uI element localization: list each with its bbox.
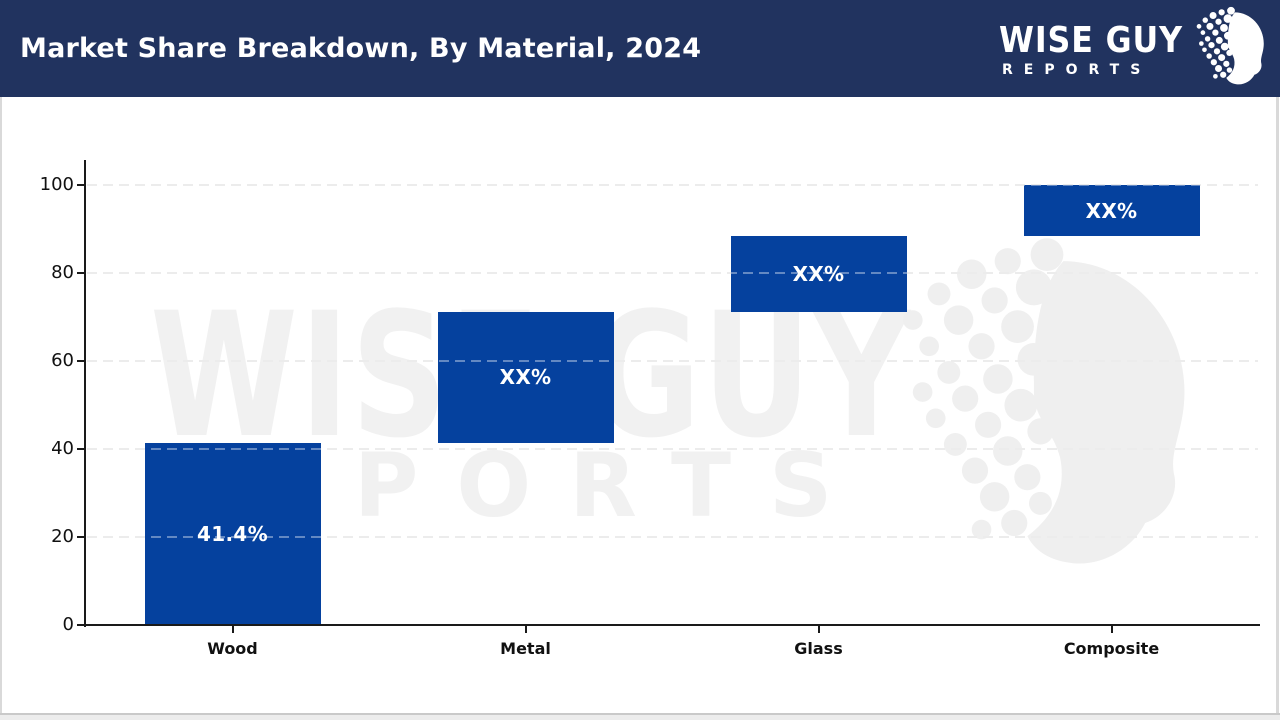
x-tick-mark	[1110, 625, 1113, 633]
gridline	[87, 448, 1258, 450]
footer-divider	[0, 713, 1280, 715]
gridline-overlay	[87, 536, 1258, 538]
bar-value-label: XX%	[1085, 198, 1138, 223]
brand-logo: WISE GUY REPORTS	[999, 4, 1270, 94]
category-label-composite: Composite	[1063, 639, 1160, 658]
y-tick-label: 80	[51, 262, 74, 283]
bar-composite: XX%	[1023, 185, 1200, 237]
gridline	[87, 360, 1258, 362]
gridline	[87, 536, 1258, 538]
footer-strip	[0, 715, 1280, 720]
category-label-glass: Glass	[794, 639, 843, 658]
bar-value-label: XX%	[499, 365, 552, 390]
bar-value-label: 41.4%	[197, 521, 268, 546]
brand-subname: REPORTS	[1001, 62, 1152, 78]
y-tick-label: 60	[51, 350, 74, 371]
bar-wood: 41.4%	[144, 442, 321, 625]
x-tick-mark	[231, 625, 234, 633]
gridline-overlay	[87, 360, 1258, 362]
page-border-right	[1276, 97, 1279, 720]
page-border-left	[0, 97, 2, 720]
y-tick-mark	[77, 624, 86, 626]
category-label-wood: Wood	[207, 639, 258, 658]
category-label-metal: Metal	[500, 639, 551, 658]
gridline	[87, 272, 1258, 274]
gridline-overlay	[87, 184, 1258, 186]
y-tick-mark	[77, 272, 86, 274]
header-bar: Market Share Breakdown, By Material, 202…	[0, 0, 1280, 97]
gridline-overlay	[87, 448, 1258, 450]
y-tick-label: 0	[62, 614, 74, 635]
gridline	[87, 184, 1258, 186]
x-tick-mark	[817, 625, 820, 633]
y-tick-label: 20	[51, 526, 74, 547]
y-tick-label: 100	[39, 174, 74, 195]
x-tick-mark	[524, 625, 527, 633]
y-tick-mark	[77, 360, 86, 362]
y-tick-label: 40	[51, 438, 74, 459]
y-tick-mark	[77, 184, 86, 186]
bar-metal: XX%	[437, 311, 614, 443]
gridline-overlay	[87, 272, 1258, 274]
bar-glass: XX%	[730, 236, 907, 312]
y-tick-mark	[77, 448, 86, 450]
x-axis-line	[84, 624, 1260, 626]
y-tick-mark	[77, 536, 86, 538]
bar-value-label: XX%	[792, 261, 845, 286]
page-title: Market Share Breakdown, By Material, 202…	[20, 33, 702, 64]
brand-name: WISE GUY	[998, 20, 1183, 61]
y-axis-line	[84, 160, 86, 627]
brand-face-icon	[1196, 6, 1264, 85]
